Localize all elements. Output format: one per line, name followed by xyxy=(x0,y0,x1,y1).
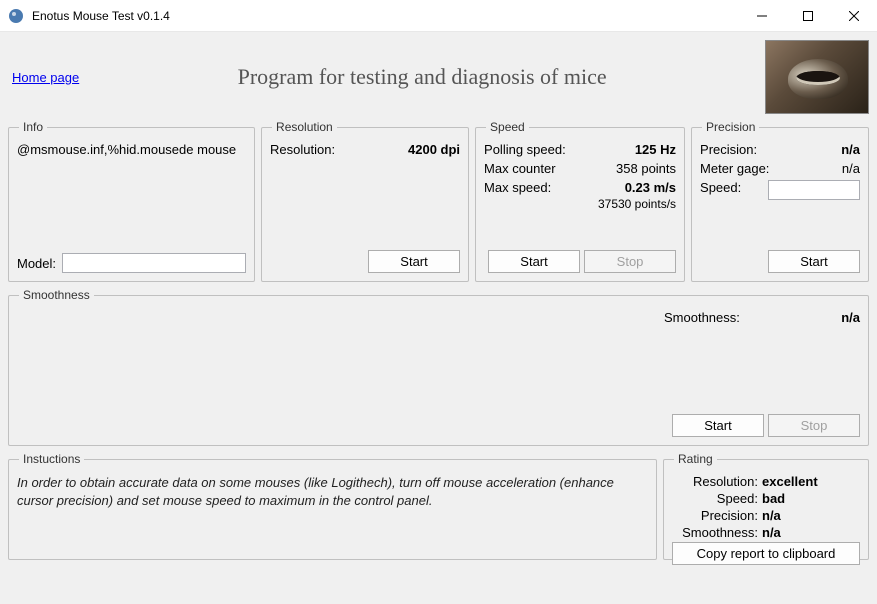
smoothness-stop-button[interactable]: Stop xyxy=(768,414,860,437)
rating-precision-label: Precision: xyxy=(672,508,762,525)
polling-label: Polling speed: xyxy=(484,142,566,157)
precision-start-button[interactable]: Start xyxy=(768,250,860,273)
main-title: Program for testing and diagnosis of mic… xyxy=(79,64,765,90)
smoothness-group: Smoothness Smoothness: n/a Start Stop xyxy=(8,288,869,446)
info-group: Info @msmouse.inf,%hid.mousede mouse Mod… xyxy=(8,120,255,282)
rating-group: Rating Resolution: excellent Speed: bad … xyxy=(663,452,869,560)
smoothness-value: n/a xyxy=(841,310,860,325)
info-legend: Info xyxy=(19,120,47,134)
precision-speed-label: Speed: xyxy=(700,180,741,200)
content-area: Home page Program for testing and diagno… xyxy=(0,32,877,604)
smoothness-label: Smoothness: xyxy=(664,310,740,325)
speed-group: Speed Polling speed: 125 Hz Max counter … xyxy=(475,120,685,282)
close-button[interactable] xyxy=(831,0,877,32)
resolution-label: Resolution: xyxy=(270,142,335,157)
smoothness-start-button[interactable]: Start xyxy=(672,414,764,437)
speed-stop-button[interactable]: Stop xyxy=(584,250,676,273)
model-label: Model: xyxy=(17,256,56,271)
smoothness-legend: Smoothness xyxy=(19,288,94,302)
maxspeed-label: Max speed: xyxy=(484,180,551,195)
titlebar: Enotus Mouse Test v0.1.4 xyxy=(0,0,877,32)
raccoon-image xyxy=(765,40,869,114)
home-link[interactable]: Home page xyxy=(12,70,79,85)
rating-smoothness-label: Smoothness: xyxy=(672,525,762,542)
instructions-text: In order to obtain accurate data on some… xyxy=(17,474,648,509)
rating-speed-value: bad xyxy=(762,491,785,508)
precision-speed-input[interactable] xyxy=(768,180,860,200)
model-input[interactable] xyxy=(62,253,246,273)
app-icon xyxy=(8,8,24,24)
precision-legend: Precision xyxy=(702,120,759,134)
instructions-legend: Instuctions xyxy=(19,452,84,466)
instructions-group: Instuctions In order to obtain accurate … xyxy=(8,452,657,560)
resolution-value: 4200 dpi xyxy=(408,142,460,157)
window-title: Enotus Mouse Test v0.1.4 xyxy=(32,9,739,23)
maxspeed-value: 0.23 m/s xyxy=(625,180,676,195)
rating-speed-label: Speed: xyxy=(672,491,762,508)
maxspeed-sub: 37530 points/s xyxy=(484,197,676,211)
maximize-button[interactable] xyxy=(785,0,831,32)
maxcounter-value: 358 points xyxy=(616,161,676,176)
resolution-start-button[interactable]: Start xyxy=(368,250,460,273)
maxcounter-label: Max counter xyxy=(484,161,556,176)
minimize-button[interactable] xyxy=(739,0,785,32)
meter-label: Meter gage: xyxy=(700,161,769,176)
meter-value: n/a xyxy=(842,161,860,176)
speed-start-button[interactable]: Start xyxy=(488,250,580,273)
precision-group: Precision Precision: n/a Meter gage: n/a… xyxy=(691,120,869,282)
precision-value: n/a xyxy=(841,142,860,157)
polling-value: 125 Hz xyxy=(635,142,676,157)
rating-resolution-label: Resolution: xyxy=(672,474,762,491)
rating-legend: Rating xyxy=(674,452,717,466)
resolution-group: Resolution Resolution: 4200 dpi Start xyxy=(261,120,469,282)
rating-precision-value: n/a xyxy=(762,508,781,525)
rating-resolution-value: excellent xyxy=(762,474,818,491)
header-row: Home page Program for testing and diagno… xyxy=(8,40,869,114)
speed-legend: Speed xyxy=(486,120,529,134)
rating-smoothness-value: n/a xyxy=(762,525,781,542)
info-text: @msmouse.inf,%hid.mousede mouse xyxy=(17,142,246,159)
smoothness-canvas xyxy=(17,310,654,437)
precision-label: Precision: xyxy=(700,142,757,157)
resolution-legend: Resolution xyxy=(272,120,337,134)
copy-report-button[interactable]: Copy report to clipboard xyxy=(672,542,860,565)
